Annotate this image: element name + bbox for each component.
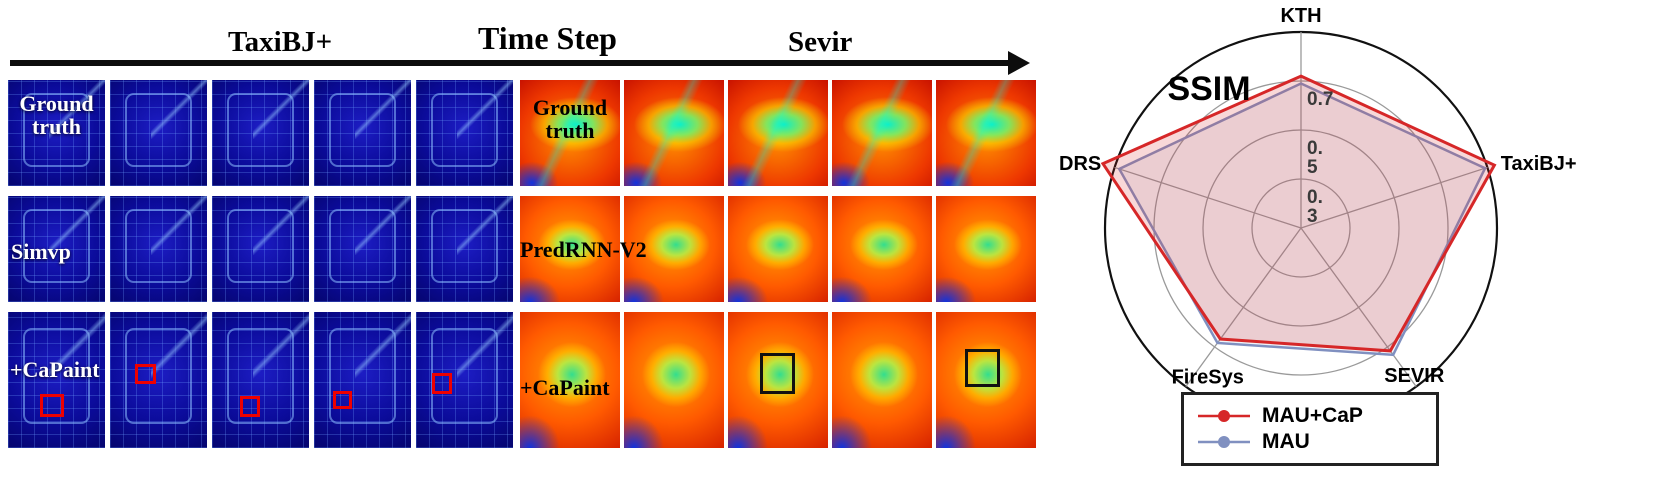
radar-axis-label-KTH: KTH xyxy=(1280,5,1321,27)
sevir-heatmap-image-r1-c3 xyxy=(832,196,932,302)
annotation-box xyxy=(40,393,65,417)
axis-label-timestep: Time Step xyxy=(478,20,617,56)
radar-tick-label: 0. 5 xyxy=(1307,138,1323,178)
legend-label: MAU+CaP xyxy=(1262,404,1363,427)
radar-axis-label-FireSys: FireSys xyxy=(1172,366,1244,388)
taxi-heatmap-image-r0-c4 xyxy=(416,80,513,186)
legend-item-MAU: MAU xyxy=(1196,430,1310,454)
radar-tick-label: 0.7 xyxy=(1307,89,1333,110)
sevir-heatmap-image-r0-c3 xyxy=(832,80,932,186)
sevir-heatmap-image-r0-c1 xyxy=(624,80,724,186)
taxi-heatmap-image-r0-c3 xyxy=(314,80,411,186)
legend-dot xyxy=(1218,436,1230,448)
taxi-heatmap-image-r1-c2 xyxy=(212,196,309,302)
sevir-heatmap-image-r0-c2 xyxy=(728,80,828,186)
sevir-heatmap-image-r0-c0 xyxy=(520,80,620,186)
annotation-box xyxy=(760,352,795,394)
annotation-box xyxy=(240,396,261,417)
dataset-label-sevir: Sevir xyxy=(788,26,853,58)
taxi-heatmap-image-r2-c0 xyxy=(8,312,105,448)
sevir-heatmap-image-r2-c2 xyxy=(728,312,828,448)
timestep-arrow xyxy=(10,60,1010,66)
taxi-heatmap-image-r1-c1 xyxy=(110,196,207,302)
taxi-heatmap-image-r2-c1 xyxy=(110,312,207,448)
taxi-heatmap-image-r1-c4 xyxy=(416,196,513,302)
legend-label: MAU xyxy=(1262,430,1310,453)
radar-chart-panel: KTH TaxiBJ+ SEVIR FireSys DRS 0.7 0. 5 0. 3 SSIM M… xyxy=(1041,0,1661,500)
radar-series-MAU+CaP xyxy=(1100,74,1497,353)
legend-item-MAU+CaP: MAU+CaP xyxy=(1196,404,1363,428)
annotation-box xyxy=(965,348,1000,387)
radar-axis-label-DRS: DRS xyxy=(1059,153,1101,175)
sevir-heatmap-image-r1-c1 xyxy=(624,196,724,302)
sevir-heatmap-image-r0-c4 xyxy=(936,80,1036,186)
sevir-heatmap-image-r1-c0 xyxy=(520,196,620,302)
sevir-heatmap-image-r2-c3 xyxy=(832,312,932,448)
taxi-heatmap-image-r1-c3 xyxy=(314,196,411,302)
dataset-label-taxibj: TaxiBJ+ xyxy=(228,26,333,58)
taxi-heatmap-image-r2-c3 xyxy=(314,312,411,448)
taxi-heatmap-image-r2-c4 xyxy=(416,312,513,448)
sevir-image-grid: Ground truth PredRNN-V2 +CaPaint xyxy=(520,80,1036,448)
radar-axis-label-TaxiBJ+: TaxiBJ+ xyxy=(1501,153,1577,175)
radar-tick-label: 0. 3 xyxy=(1307,187,1323,227)
sevir-heatmap-image-r2-c4 xyxy=(936,312,1036,448)
taxi-heatmap-image-r0-c1 xyxy=(110,80,207,186)
radar-axis-line xyxy=(1300,227,1417,387)
timestep-arrowhead-icon xyxy=(1008,51,1030,75)
radar-axis-label-SEVIR: SEVIR xyxy=(1384,365,1445,387)
annotation-box xyxy=(135,363,156,385)
taxi-heatmap-image-r1-c0 xyxy=(8,196,105,302)
legend-marker-icon xyxy=(1198,410,1250,422)
sevir-heatmap-image-r1-c4 xyxy=(936,196,1036,302)
radar-chart: KTH TaxiBJ+ SEVIR FireSys DRS 0.7 0. 5 0. 3 SSIM xyxy=(1059,5,1577,426)
sevir-heatmap-image-r2-c0 xyxy=(520,312,620,448)
radar-axis-line xyxy=(1114,166,1302,229)
legend-dot xyxy=(1218,410,1230,422)
taxibj-image-grid: Ground truth Simvp +CaPaint xyxy=(8,80,513,448)
radar-series-MAU xyxy=(1117,82,1487,357)
sevir-heatmap-image-r1-c2 xyxy=(728,196,828,302)
chart-title: SSIM xyxy=(1167,70,1250,108)
taxi-heatmap-image-r2-c2 xyxy=(212,312,309,448)
taxi-heatmap-image-r0-c0 xyxy=(8,80,105,186)
chart-legend: MAU+CaP MAU xyxy=(1181,392,1439,466)
sevir-heatmap-image-r2-c1 xyxy=(624,312,724,448)
radar-axis-line xyxy=(1300,166,1488,229)
taxi-heatmap-image-r0-c2 xyxy=(212,80,309,186)
legend-marker-icon xyxy=(1198,436,1250,448)
annotation-box xyxy=(333,390,352,409)
radar-axis-line xyxy=(1185,227,1302,387)
annotation-box xyxy=(431,373,452,394)
